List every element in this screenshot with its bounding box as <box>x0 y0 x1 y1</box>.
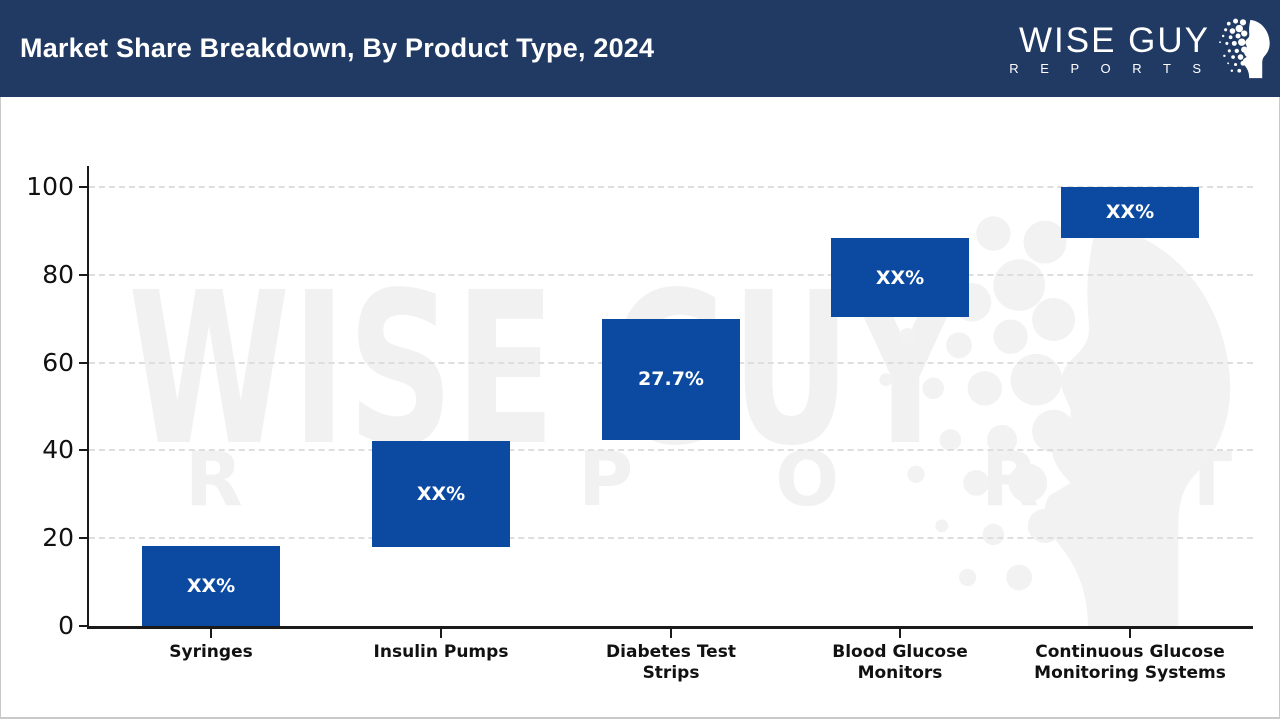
y-tick-0 <box>79 625 88 627</box>
bar-value-label: XX% <box>875 266 925 289</box>
category-label-0: Syringes <box>169 642 253 662</box>
y-tick-label-60: 60 <box>42 347 74 377</box>
y-tick-100 <box>79 186 88 188</box>
logo-subtitle: R E P O R T S <box>1009 60 1210 76</box>
page-title: Market Share Breakdown, By Product Type,… <box>20 33 655 63</box>
watermark: WISE GUY R E P O R T S <box>0 97 1280 720</box>
x-tick-4 <box>1129 629 1131 638</box>
bar-value-label: XX% <box>1105 201 1155 224</box>
bar-insulin-pumps: XX% <box>372 440 510 547</box>
category-label-1: Insulin Pumps <box>373 642 509 662</box>
bar-blood-glucose-monitors: XX% <box>831 238 969 318</box>
bar-syringes: XX% <box>142 546 280 626</box>
y-tick-label-40: 40 <box>42 435 74 465</box>
x-tick-1 <box>440 629 442 638</box>
x-tick-3 <box>899 629 901 638</box>
y-tick-label-20: 20 <box>42 523 74 553</box>
logo-text: WISE GUY R E P O R T S <box>1009 23 1210 76</box>
bar-continuous-glucose-monitoring-systems: XX% <box>1061 187 1199 238</box>
y-tick-label-0: 0 <box>58 611 74 640</box>
gridline-40 <box>89 449 1253 452</box>
watermark-wordmark: WISE GUY <box>128 247 960 492</box>
y-tick-80 <box>79 273 88 276</box>
y-tick-label-80: 80 <box>42 259 74 289</box>
y-tick-20 <box>79 537 88 540</box>
y-tick-60 <box>79 361 88 364</box>
x-tick-0 <box>210 629 212 638</box>
y-tick-40 <box>79 449 88 452</box>
logo-wordmark: WISE GUY <box>1018 20 1210 60</box>
gridline-80 <box>89 273 1253 276</box>
gridline-20 <box>89 537 1253 540</box>
bar-diabetes-test-strips: 27.7% <box>602 318 740 441</box>
wiseguy-logo: WISE GUY R E P O R T S <box>1009 6 1274 92</box>
category-label-2: Diabetes Test Strips <box>606 642 736 683</box>
dotted-face-icon <box>1219 18 1270 79</box>
x-axis <box>87 626 1253 629</box>
bar-value-label: XX% <box>416 482 466 505</box>
category-label-3: Blood Glucose Monitors <box>832 642 968 683</box>
bar-value-label: 27.7% <box>638 368 704 391</box>
bar-value-label: XX% <box>186 575 236 598</box>
x-tick-2 <box>670 629 672 638</box>
y-axis <box>87 166 89 628</box>
category-label-4: Continuous Glucose Monitoring Systems <box>1034 642 1226 683</box>
gridline-100 <box>89 186 1253 188</box>
header: Market Share Breakdown, By Product Type,… <box>0 0 1280 97</box>
y-tick-label-100: 100 <box>26 172 74 201</box>
